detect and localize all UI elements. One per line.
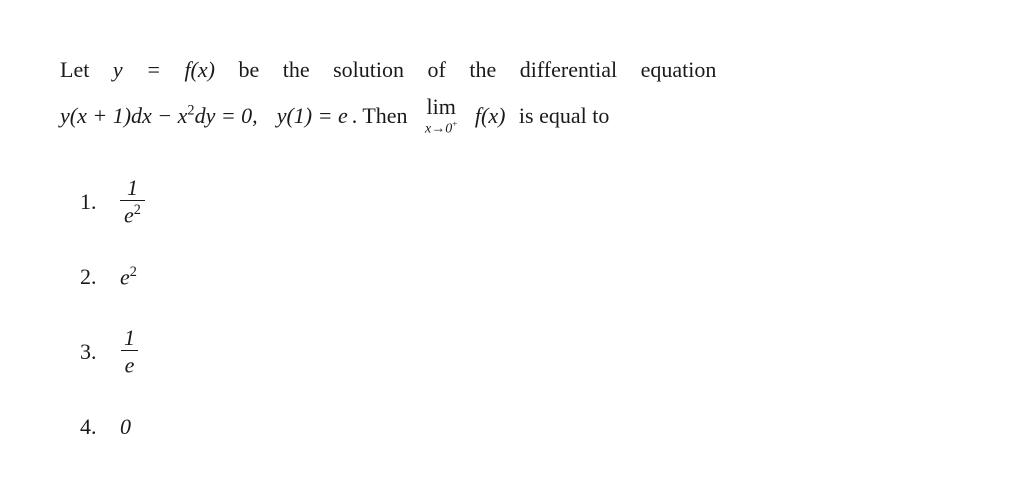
denom-base: e xyxy=(124,203,134,228)
option-number: 3. xyxy=(80,339,120,365)
word-of: of xyxy=(428,57,446,82)
option-number: 4. xyxy=(80,414,120,440)
question-line-1: Let y = f(x) be the solution of the diff… xyxy=(60,50,964,90)
math-de: y(x + 1)dx − x2dy = 0, xyxy=(60,96,258,136)
word-the-2: the xyxy=(469,57,496,82)
limit-var: x→0 xyxy=(425,121,452,136)
option-3: 3. 1 e xyxy=(80,326,964,378)
power-sup: 2 xyxy=(130,264,137,280)
fraction-1-over-e2: 1 e2 xyxy=(120,176,145,228)
math-fx: f(x) xyxy=(475,96,506,136)
word-then: . Then xyxy=(352,96,408,136)
power-base: e xyxy=(120,264,130,289)
word-solution: solution xyxy=(333,57,404,82)
word-differential: differential xyxy=(520,57,617,82)
de-tail: dy = 0, xyxy=(195,103,258,128)
denom-sup: 2 xyxy=(134,202,141,218)
option-4: 4. 0 xyxy=(80,414,964,440)
denominator: e xyxy=(121,350,139,378)
limit-sup: + xyxy=(452,119,457,129)
de-sup: 2 xyxy=(187,103,194,119)
option-content: 1 e xyxy=(120,326,139,378)
option-content: 0 xyxy=(120,414,131,440)
option-content: 1 e2 xyxy=(120,176,145,228)
option-number: 1. xyxy=(80,189,120,215)
numerator: 1 xyxy=(120,326,139,350)
math-y-equals-fx: y = f(x) xyxy=(113,57,215,82)
limit-expression: lim x→0+ xyxy=(425,96,457,137)
word-the-1: the xyxy=(283,57,310,82)
question-block: Let y = f(x) be the solution of the diff… xyxy=(60,50,964,136)
question-line-2: y(x + 1)dx − x2dy = 0, y(1) = e . Then l… xyxy=(60,96,964,137)
option-1: 1. 1 e2 xyxy=(80,176,964,228)
fraction-1-over-e: 1 e xyxy=(120,326,139,378)
word-isequal: is equal to xyxy=(519,96,609,136)
word-equation: equation xyxy=(641,57,717,82)
math-condition: y(1) = e xyxy=(277,96,348,136)
denom-base: e xyxy=(125,353,135,378)
word-be: be xyxy=(238,57,259,82)
option-number: 2. xyxy=(80,264,120,290)
word-let: Let xyxy=(60,57,89,82)
limit-bottom: x→0+ xyxy=(425,120,457,137)
numerator: 1 xyxy=(123,176,142,200)
denominator: e2 xyxy=(120,200,145,228)
options-list: 1. 1 e2 2. e2 3. 1 e 4. 0 xyxy=(60,176,964,440)
option-2: 2. e2 xyxy=(80,264,964,290)
option-content: e2 xyxy=(120,264,137,290)
de-part1: y(x + 1)dx − x xyxy=(60,103,187,128)
limit-top: lim xyxy=(427,96,456,118)
